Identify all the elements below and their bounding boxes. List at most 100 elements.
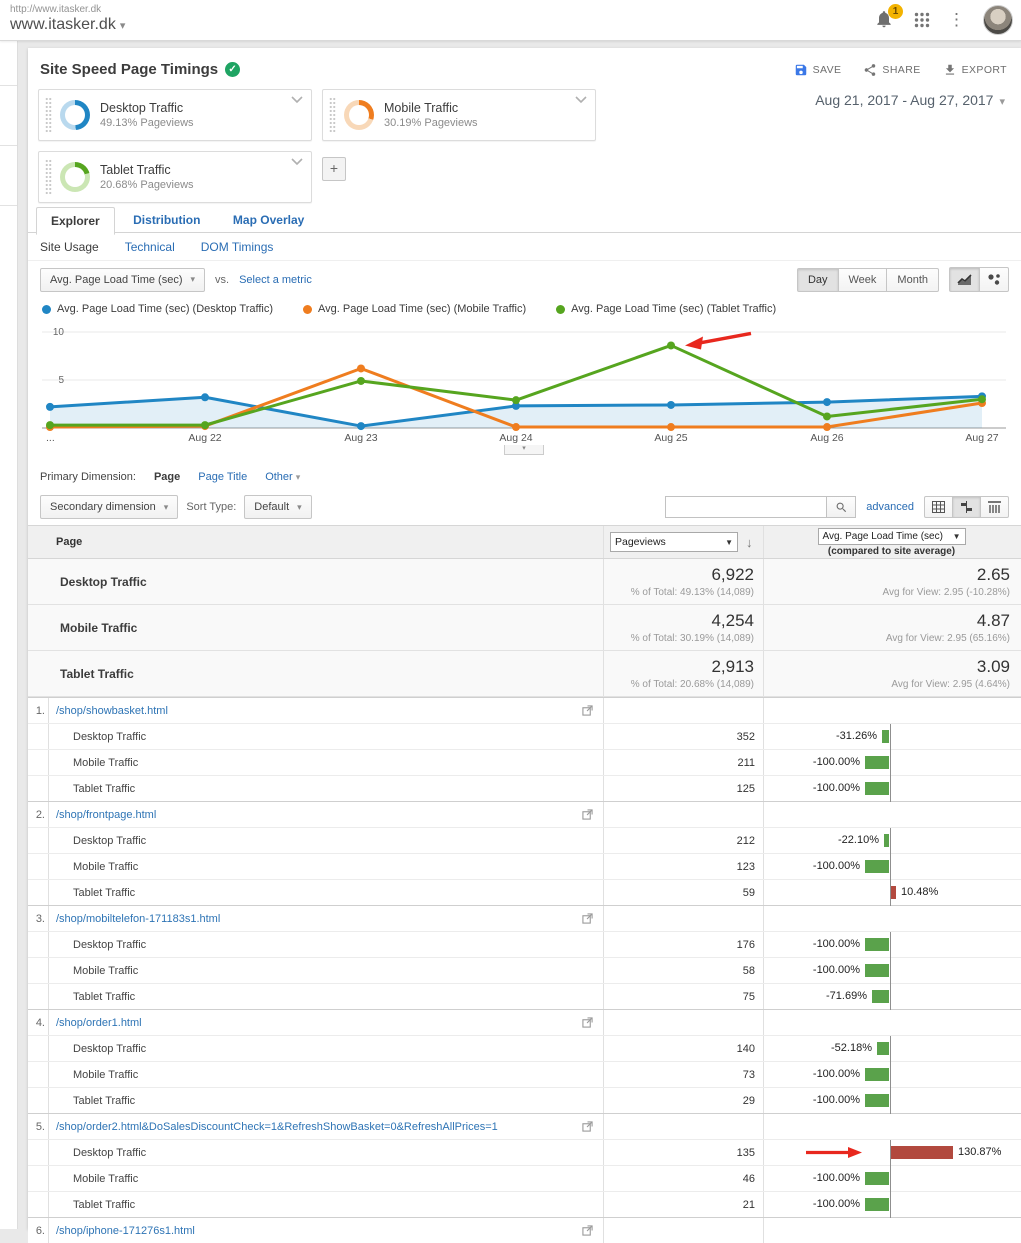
legend-label: Avg. Page Load Time (sec) (Tablet Traffi…	[571, 303, 777, 315]
granularity-month-button[interactable]: Month	[887, 267, 939, 292]
bar-axis-line	[890, 1192, 891, 1218]
export-button[interactable]: EXPORT	[943, 63, 1007, 77]
segment-donut-icon	[60, 100, 90, 130]
subtab-site-usage[interactable]: Site Usage	[40, 239, 99, 254]
segment-row-label: Tablet Traffic	[48, 984, 603, 1009]
save-button[interactable]: SAVE	[794, 63, 842, 77]
subtab-dom-timings[interactable]: DOM Timings	[200, 239, 274, 254]
account-selector[interactable]: www.itasker.dk ▾	[10, 16, 126, 33]
data-point[interactable]	[978, 395, 986, 404]
legend-dot-icon	[303, 304, 313, 314]
pageviews-column-select[interactable]: Pageviews ▼	[610, 532, 738, 552]
metric-delta-bar	[865, 1068, 889, 1081]
drag-handle-icon[interactable]	[45, 97, 52, 133]
collapsed-nav-rail[interactable]	[0, 40, 18, 1229]
data-point[interactable]	[46, 402, 54, 411]
metric-delta-label: -71.69%	[826, 990, 867, 1002]
row-index: 4.	[28, 1010, 48, 1035]
chart-legend: Avg. Page Load Time (sec) (Desktop Traff…	[28, 298, 1021, 320]
drag-handle-icon[interactable]	[45, 159, 52, 195]
table-view-button[interactable]	[924, 496, 953, 518]
segment-row-label: Desktop Traffic	[48, 932, 603, 957]
page-url-link[interactable]: /shop/order2.html&DoSalesDiscountCheck=1…	[56, 1120, 498, 1133]
line-chart-view-button[interactable]	[949, 267, 979, 292]
notifications-button[interactable]: 1	[874, 4, 903, 31]
avatar[interactable]	[983, 5, 1013, 35]
secondary-dimension-button[interactable]: Secondary dimension ▾	[40, 495, 179, 519]
share-button[interactable]: SHARE	[863, 63, 920, 77]
data-point[interactable]	[667, 423, 675, 432]
segment-card-tablet-traffic[interactable]: Tablet Traffic 20.68% Pageviews	[38, 151, 312, 203]
page-url-link[interactable]: /shop/iphone-171276s1.html	[56, 1224, 195, 1237]
segment-card-desktop-traffic[interactable]: Desktop Traffic 49.13% Pageviews	[38, 89, 312, 141]
metric-dropdown[interactable]: Avg. Page Load Time (sec) ▾	[40, 267, 206, 292]
data-point[interactable]	[46, 421, 54, 430]
open-page-icon[interactable]	[582, 1121, 593, 1132]
pivot-view-button[interactable]	[981, 496, 1009, 518]
data-point[interactable]	[823, 412, 831, 421]
row-index-empty	[28, 958, 48, 983]
data-point[interactable]	[201, 393, 209, 402]
data-point[interactable]	[667, 400, 675, 409]
chevron-down-icon[interactable]	[575, 96, 587, 104]
open-page-icon[interactable]	[582, 809, 593, 820]
segment-metric-bar-cell: -31.26%	[763, 724, 1019, 750]
chevron-down-icon[interactable]	[291, 96, 303, 104]
open-page-icon[interactable]	[582, 913, 593, 924]
tab-distribution[interactable]: Distribution	[133, 213, 201, 227]
apps-grid-icon[interactable]	[914, 12, 930, 28]
page-url-link[interactable]: /shop/order1.html	[56, 1016, 142, 1029]
data-table: Page Pageviews ▼ ↓ Avg. Page Load Time (…	[28, 525, 1021, 1243]
page-pageviews-cell	[603, 1218, 763, 1243]
metric-delta-label: -100.00%	[812, 782, 860, 794]
data-point[interactable]	[823, 423, 831, 432]
column-header-page[interactable]: Page	[56, 536, 83, 548]
chevron-down-icon[interactable]	[291, 158, 303, 166]
subtab-technical[interactable]: Technical	[124, 239, 175, 254]
open-page-icon[interactable]	[582, 705, 593, 716]
metric-delta-bar	[865, 1172, 889, 1185]
tab-map-overlay[interactable]: Map Overlay	[232, 213, 305, 227]
page-url-link[interactable]: /shop/showbasket.html	[56, 704, 168, 717]
sort-descending-icon[interactable]: ↓	[746, 534, 753, 550]
metric-total: 4.87	[976, 611, 1010, 630]
dimension-page-title[interactable]: Page Title	[198, 471, 248, 483]
segment-card-mobile-traffic[interactable]: Mobile Traffic 30.19% Pageviews	[322, 89, 596, 141]
search-input[interactable]	[665, 496, 827, 518]
dimension-page[interactable]: Page	[153, 471, 181, 483]
segment-meta: Desktop Traffic 49.13% Pageviews	[100, 101, 194, 129]
search-button[interactable]	[826, 496, 857, 518]
comparison-view-button[interactable]	[953, 496, 981, 518]
granularity-week-button[interactable]: Week	[838, 267, 888, 292]
data-point[interactable]	[512, 401, 520, 410]
data-point[interactable]	[357, 422, 365, 431]
advanced-filter-link[interactable]: advanced	[866, 501, 914, 513]
chart-expand-handle[interactable]: ▾	[504, 445, 544, 455]
metric-delta-label: 130.87%	[958, 1146, 1002, 1158]
tab-explorer[interactable]: Explorer	[36, 207, 115, 235]
metric-delta-label: -100.00%	[812, 1198, 860, 1210]
open-page-icon[interactable]	[582, 1017, 593, 1028]
data-point[interactable]	[357, 364, 365, 373]
dimension-other[interactable]: Other ▾	[265, 471, 301, 483]
data-point[interactable]	[823, 398, 831, 407]
open-page-icon[interactable]	[582, 1225, 593, 1236]
add-segment-button[interactable]: +	[322, 157, 346, 181]
data-point[interactable]	[201, 421, 209, 430]
data-point[interactable]	[667, 341, 675, 350]
drag-handle-icon[interactable]	[329, 97, 336, 133]
data-point[interactable]	[357, 376, 365, 385]
select-metric-link[interactable]: Select a metric	[239, 273, 312, 286]
data-point[interactable]	[512, 423, 520, 432]
overflow-menu-icon[interactable]: ⋮	[948, 10, 965, 29]
date-range-selector[interactable]: Aug 21, 2017 - Aug 27, 2017 ▾	[815, 92, 1005, 108]
page-url-link[interactable]: /shop/mobiltelefon-171183s1.html	[56, 912, 221, 925]
metric-column-select[interactable]: Avg. Page Load Time (sec) ▼	[817, 527, 966, 545]
page-url-link[interactable]: /shop/frontpage.html	[56, 808, 157, 821]
sort-type-button[interactable]: Default ▾	[244, 495, 312, 519]
data-point[interactable]	[512, 396, 520, 405]
granularity-day-button[interactable]: Day	[796, 267, 839, 292]
motion-chart-view-button[interactable]	[979, 267, 1009, 292]
pageviews-note: % of Total: 30.19% (14,089)	[630, 633, 754, 644]
primary-dimension-label: Primary Dimension:	[40, 471, 136, 483]
